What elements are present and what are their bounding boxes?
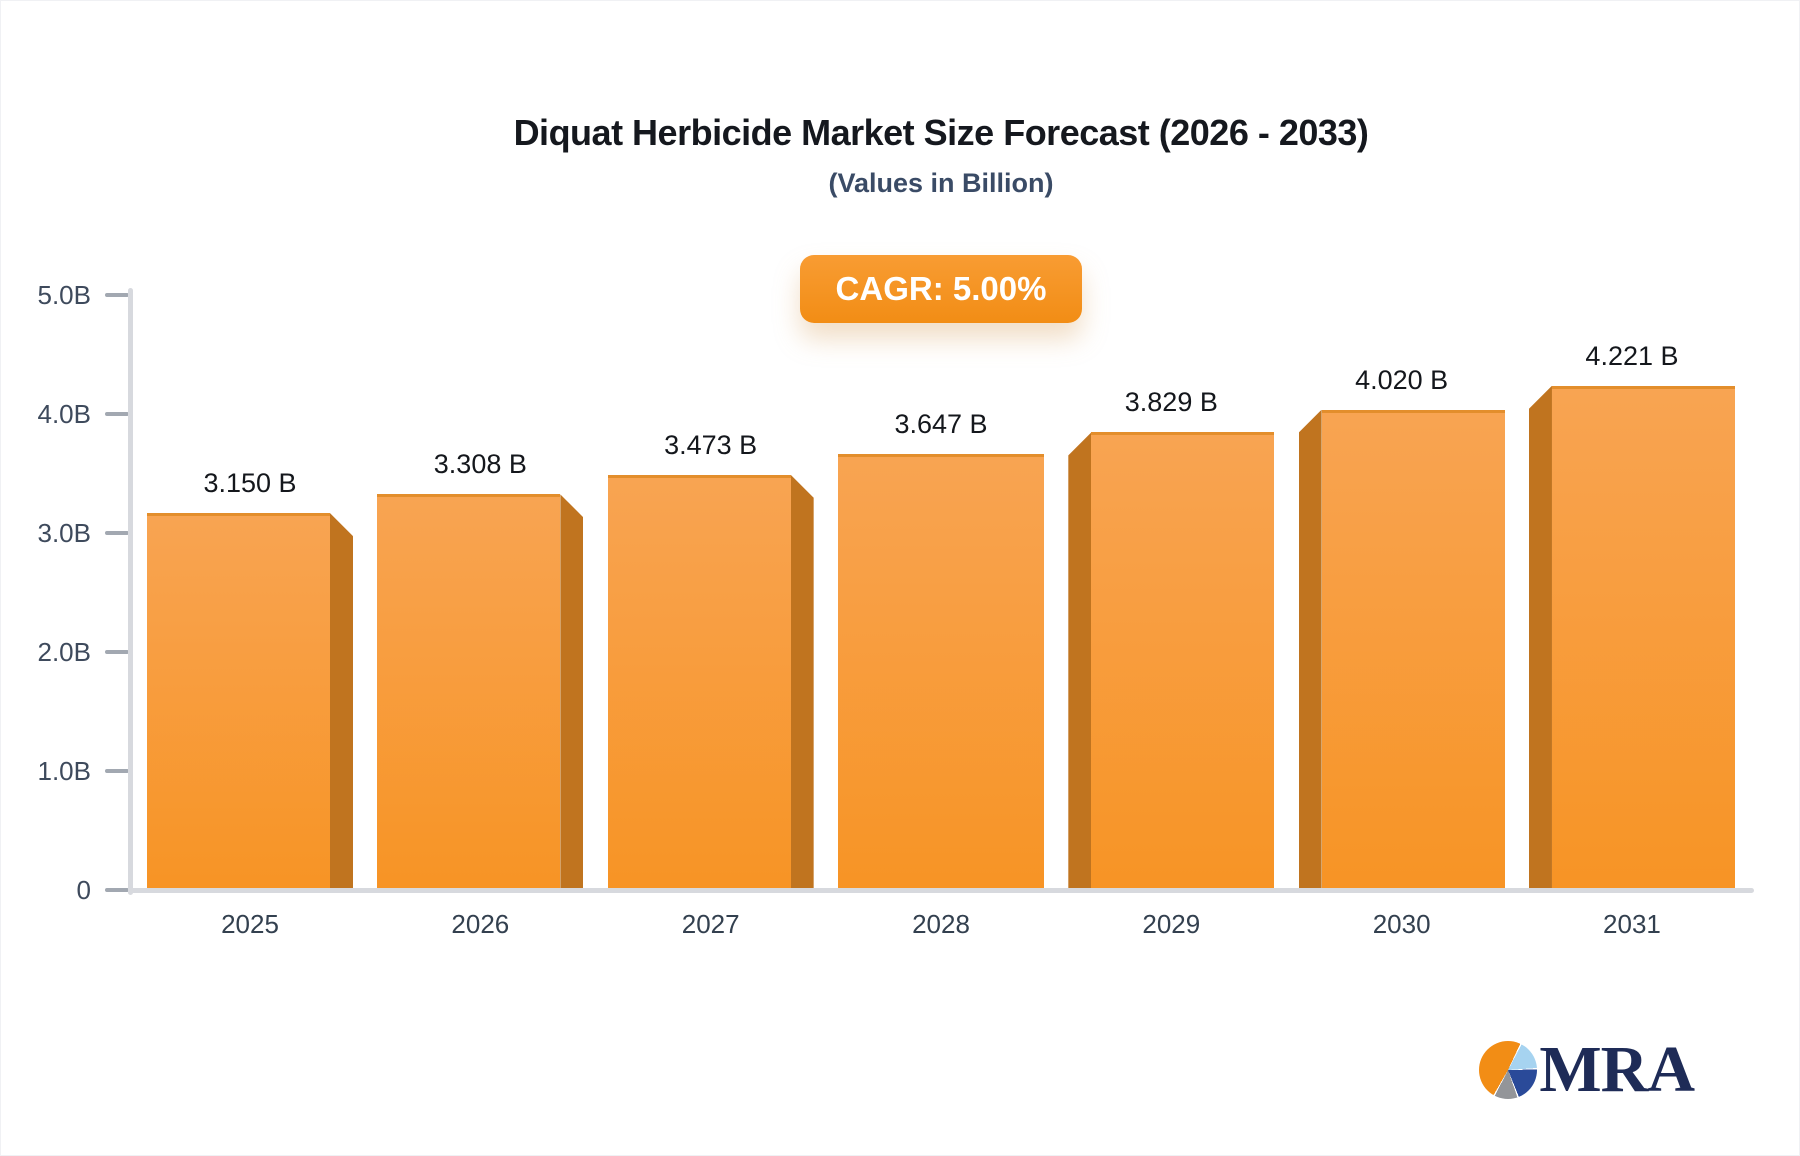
brand-logo: MRA xyxy=(1479,1033,1695,1106)
y-tick-label: 3.0B xyxy=(37,518,92,548)
x-tick-label-2026: 2026 xyxy=(451,909,510,939)
x-axis-line xyxy=(128,888,1754,893)
bar-value-label: 3.647 B xyxy=(894,409,988,439)
bar-slot: 3.829 B xyxy=(1068,385,1275,888)
bar-value-label: 3.473 B xyxy=(664,429,758,460)
chart-subtitle: (Values in Billion) xyxy=(828,168,1054,198)
x-axis-labels: 2025 2026 2027 2028 2029 2030 2031 xyxy=(131,908,1751,940)
bar-value-label: 4.221 B xyxy=(1585,340,1679,371)
x-tick-label-2030: 2030 xyxy=(1372,909,1431,939)
bar-face xyxy=(607,474,791,888)
bar-slot: 3.308 B xyxy=(377,447,584,888)
bar-2029 xyxy=(1068,432,1275,888)
chart-header: Diquat Herbicide Market Size Forecast (2… xyxy=(131,1,1751,323)
bar-side-strip xyxy=(330,513,353,888)
bar-2026 xyxy=(377,494,584,888)
bar-2028 xyxy=(837,454,1044,888)
bar-slot: 3.150 B xyxy=(147,466,353,888)
x-tick-label-2027: 2027 xyxy=(681,909,740,939)
bar-2030 xyxy=(1298,409,1505,888)
bar-side-strip xyxy=(1068,432,1092,888)
bar-side-strip xyxy=(560,494,584,888)
x-tick-label-2031: 2031 xyxy=(1603,909,1661,939)
bar-value-label: 4.020 B xyxy=(1355,364,1449,395)
y-tick-dash xyxy=(105,888,129,892)
bar-side-strip xyxy=(1298,409,1322,888)
bar-2027 xyxy=(607,474,814,888)
bar-side-strip xyxy=(790,474,814,888)
y-tick-dash xyxy=(105,293,129,297)
y-tick-dash xyxy=(105,650,129,654)
y-tick-dash xyxy=(105,769,129,773)
bar-value-label: 3.150 B xyxy=(203,468,297,499)
bar-2025 xyxy=(147,513,353,888)
y-axis: 5.0B 4.0B 3.0B 2.0B 1.0B 0 xyxy=(21,280,131,905)
y-tick-label: 2.0B xyxy=(37,637,92,667)
bar-slot: 4.221 B xyxy=(1528,339,1735,888)
bar-value-label: 3.308 B xyxy=(433,449,527,480)
bar-slot: 3.647 B xyxy=(837,407,1044,888)
y-tick-label: 5.0B xyxy=(37,280,92,310)
x-tick-label-2029: 2029 xyxy=(1142,909,1201,939)
bar-side-strip xyxy=(1528,385,1552,888)
y-tick-dash xyxy=(105,412,129,416)
pie-chart-icon xyxy=(1479,1041,1538,1099)
bar-face xyxy=(147,513,330,888)
y-tick-label: 0 xyxy=(76,875,91,905)
bars-row: 3.150 B 3.308 B 3.473 B 3.647 B 3.829 B 4.020… xyxy=(131,295,1751,888)
bar-2031 xyxy=(1528,385,1735,888)
x-tick-label-2028: 2028 xyxy=(912,909,970,939)
y-tick-label: 4.0B xyxy=(37,399,92,429)
bar-face xyxy=(837,454,1044,888)
y-axis-line xyxy=(128,288,133,895)
brand-logo-text: MRA xyxy=(1539,1033,1695,1106)
y-tick-label: 1.0B xyxy=(37,756,92,786)
bar-slot: 3.473 B xyxy=(607,428,814,888)
bar-face xyxy=(377,494,561,888)
cagr-badge: CAGR: 5.00% xyxy=(799,255,1083,323)
x-tick-label-2025: 2025 xyxy=(221,909,279,939)
bar-face xyxy=(1551,385,1735,888)
chart-title: Diquat Herbicide Market Size Forecast (2… xyxy=(513,112,1369,153)
bar-slot: 4.020 B xyxy=(1298,363,1505,888)
bar-face xyxy=(1091,432,1275,888)
bar-value-label: 3.829 B xyxy=(1124,387,1218,418)
bar-face xyxy=(1321,409,1505,888)
plot-area: 3.150 B 3.308 B 3.473 B 3.647 B 3.829 B 4.020… xyxy=(128,288,1754,895)
y-tick-dash xyxy=(105,531,129,535)
